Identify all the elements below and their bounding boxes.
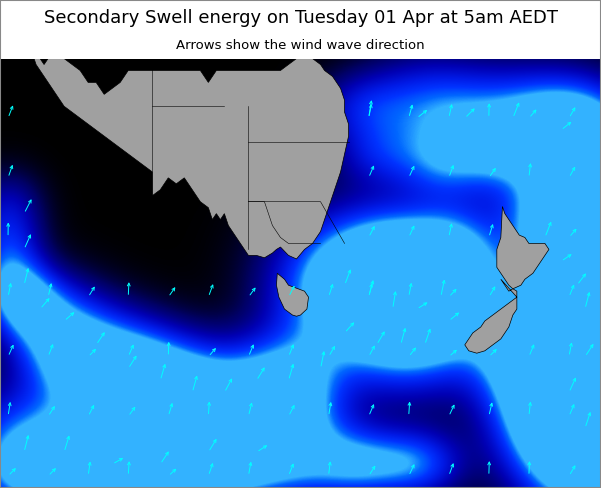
Polygon shape	[465, 279, 517, 353]
Polygon shape	[28, 53, 349, 259]
Polygon shape	[497, 206, 549, 289]
Text: Secondary Swell energy on Tuesday 01 Apr at 5am AEDT: Secondary Swell energy on Tuesday 01 Apr…	[43, 9, 558, 26]
Polygon shape	[276, 273, 308, 316]
Text: Arrows show the wind wave direction: Arrows show the wind wave direction	[176, 39, 425, 52]
